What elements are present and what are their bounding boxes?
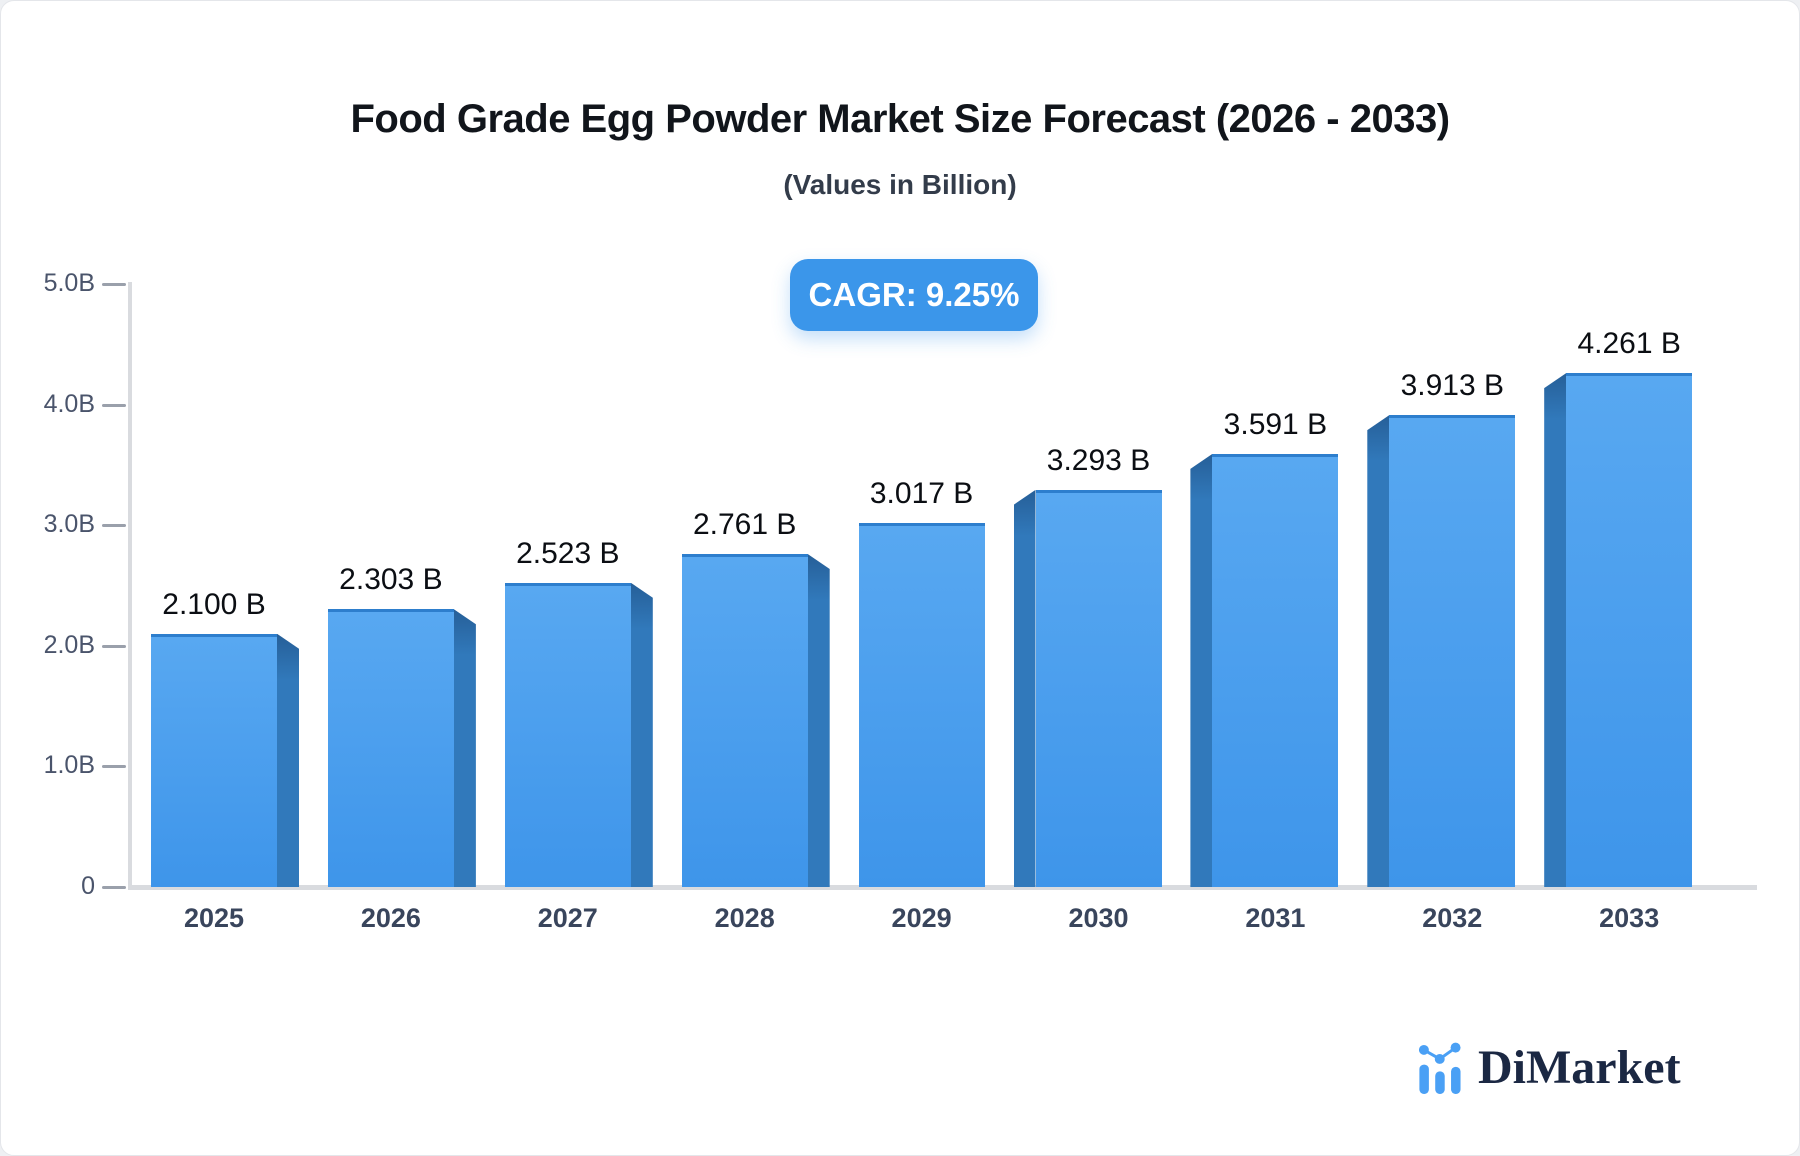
y-tick-mark — [102, 644, 126, 648]
bar-value-label: 3.293 B — [1046, 443, 1151, 477]
cagr-badge-label: CAGR: 9.25% — [808, 276, 1020, 313]
y-tick-mark — [102, 283, 126, 286]
x-tick-label-2032: 2032 — [1422, 903, 1483, 933]
x-tick-label-2028: 2028 — [714, 903, 775, 933]
bar-side-panel — [453, 609, 476, 887]
y-tick-mark — [102, 524, 126, 528]
bar-side-panel — [277, 633, 299, 887]
brand-logo-text: DiMarket — [1478, 1041, 1681, 1094]
x-tick-label-2033: 2033 — [1599, 903, 1660, 933]
bar-face — [327, 609, 454, 887]
bar-value-label: 2.523 B — [516, 536, 620, 570]
bar-face — [858, 523, 985, 887]
bar-face — [504, 582, 631, 887]
y-tick-mark — [102, 765, 126, 769]
y-tick-label: 0 — [81, 872, 95, 900]
x-tick-label-2029: 2029 — [891, 903, 952, 933]
bar-value-label: 3.017 B — [869, 477, 974, 511]
bar-value-label: 3.913 B — [1400, 369, 1504, 403]
bar-side-panel — [1190, 453, 1213, 887]
bar-side-panel — [1544, 373, 1567, 887]
bar-face — [1212, 453, 1339, 887]
bar-side-panel — [1013, 489, 1036, 887]
y-tick-mark — [102, 403, 126, 407]
y-tick-label: 5.0B — [43, 269, 95, 297]
bar-value-label: 2.761 B — [692, 508, 797, 542]
bar-value-label: 2.303 B — [339, 563, 443, 597]
bar-value-label: 2.100 B — [162, 587, 266, 621]
bar-face — [1035, 489, 1162, 887]
chart-subtitle: (Values in Billion) — [783, 169, 1017, 200]
mini-bar-line-chart-icon — [1419, 1042, 1465, 1094]
x-axis-line — [128, 885, 1757, 890]
y-tick-label: 3.0B — [43, 510, 95, 539]
x-tick-label-2027: 2027 — [537, 903, 598, 933]
x-tick-label-2025: 2025 — [183, 903, 245, 933]
x-tick-label-2026: 2026 — [360, 903, 421, 933]
bar-side-panel — [630, 582, 653, 887]
y-tick-label: 2.0B — [43, 630, 95, 659]
bar-face — [1389, 415, 1516, 887]
bar-value-label: 3.591 B — [1223, 407, 1328, 441]
brand-logo: DiMarket — [1419, 1037, 1681, 1099]
bar-side-panel — [1367, 415, 1390, 887]
bar-face — [1566, 373, 1693, 887]
y-tick-label: 4.0B — [43, 389, 95, 418]
x-tick-label-2031: 2031 — [1245, 903, 1306, 933]
bar-face — [151, 633, 277, 887]
y-axis-line — [128, 282, 132, 887]
bar-face — [681, 554, 808, 887]
bar-value-label: 4.261 B — [1577, 327, 1681, 361]
bar-side-panel — [807, 554, 830, 887]
x-tick-label-2030: 2030 — [1068, 903, 1129, 933]
cagr-badge: CAGR: 9.25% — [790, 259, 1038, 331]
chart-title: Food Grade Egg Powder Market Size Foreca… — [350, 97, 1450, 141]
y-tick-mark — [102, 886, 126, 889]
y-tick-label: 1.0B — [43, 751, 95, 780]
